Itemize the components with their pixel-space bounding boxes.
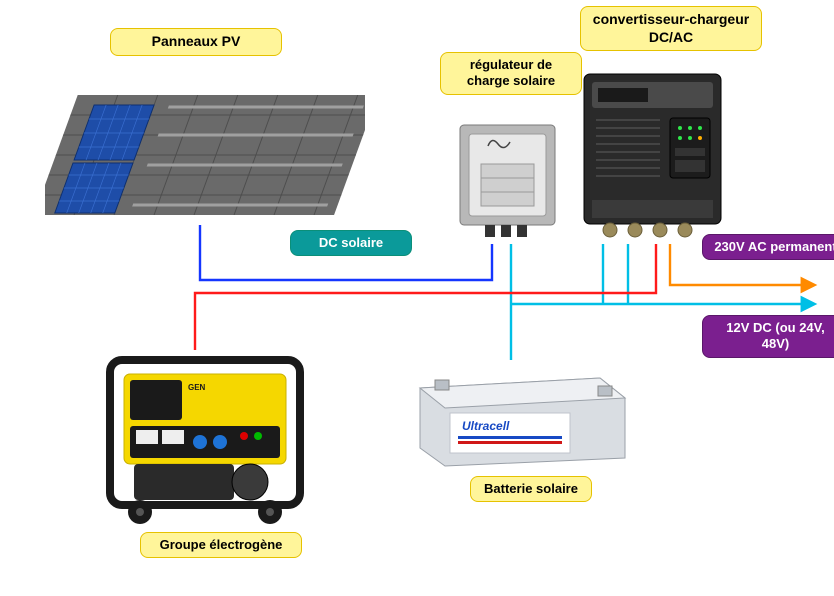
diagram-stage: GEN Ultracell (0, 0, 834, 596)
label-regulator: régulateur de charge solaire (440, 52, 582, 95)
charge-controller (455, 120, 560, 240)
generator: GEN (100, 340, 310, 525)
label-dc-solaire: DC solaire (290, 230, 412, 256)
label-230v-ac: 230V AC permanent (702, 234, 834, 260)
label-battery: Batterie solaire (470, 476, 592, 502)
label-12v-dc: 12V DC (ou 24V, 48V) (702, 315, 834, 358)
label-genset: Groupe électrogène (140, 532, 302, 558)
pv-panels (45, 75, 365, 235)
inverter-charger (580, 70, 725, 240)
svg-text:Ultracell: Ultracell (462, 419, 510, 433)
svg-text:GEN: GEN (188, 383, 206, 392)
battery: Ultracell (410, 358, 635, 468)
label-inverter: convertisseur-chargeur DC/AC (580, 6, 762, 51)
label-pv: Panneaux PV (110, 28, 282, 56)
